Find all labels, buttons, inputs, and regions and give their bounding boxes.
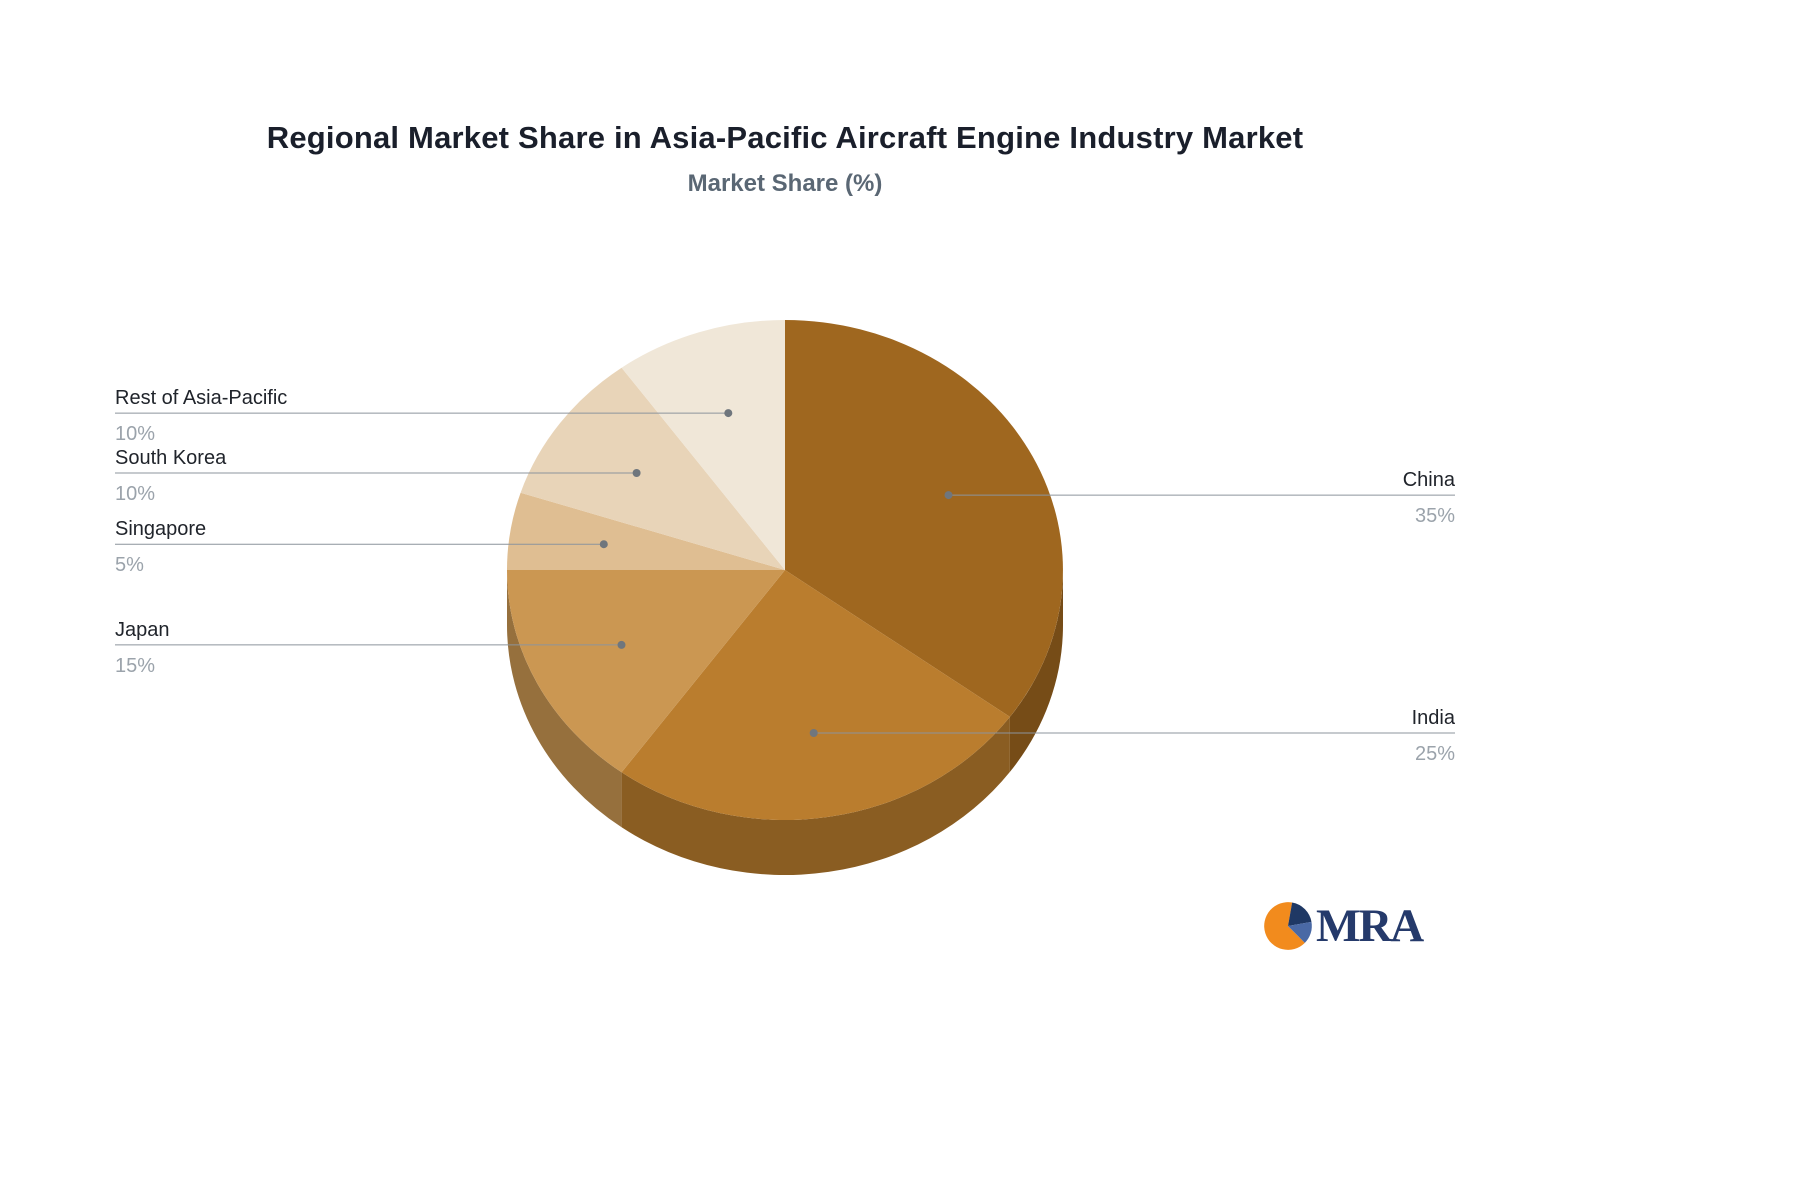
slice-label-rest-of-asia-pacific: Rest of Asia-Pacific bbox=[115, 387, 287, 409]
pie-slice-india[interactable] bbox=[621, 570, 1010, 821]
slice-value-singapore: 5% bbox=[115, 554, 144, 576]
pie-slice-side-japan bbox=[507, 570, 622, 828]
logo-wedge-blue bbox=[1288, 921, 1312, 943]
slice-label-south-korea: South Korea bbox=[115, 447, 227, 469]
chart-title: Regional Market Share in Asia-Pacific Ai… bbox=[266, 120, 1304, 155]
leader-dot-singapore bbox=[599, 540, 608, 549]
pie-slice-south-korea[interactable] bbox=[520, 367, 785, 570]
pie-slice-singapore[interactable] bbox=[507, 492, 785, 570]
mra-logo-text: MRA bbox=[1316, 900, 1424, 952]
slice-value-india: 25% bbox=[1415, 743, 1455, 765]
slice-value-rest-of-asia-pacific: 10% bbox=[115, 423, 155, 445]
leader-dot-south-korea bbox=[632, 469, 641, 477]
slice-label-singapore: Singapore bbox=[115, 518, 206, 540]
leader-dot-china bbox=[944, 491, 953, 500]
pie-slice-china[interactable] bbox=[785, 320, 1063, 717]
leader-dot-india bbox=[809, 729, 818, 737]
slice-value-japan: 15% bbox=[115, 655, 155, 677]
slice-label-china: China bbox=[1403, 469, 1456, 491]
pie-slice-side-india bbox=[621, 716, 1010, 876]
logo-wedge-orange bbox=[1264, 902, 1305, 950]
leader-dot-rest-of-asia-pacific bbox=[724, 409, 733, 418]
mra-logo-icon bbox=[1264, 902, 1312, 950]
mra-logo: MRA bbox=[1262, 900, 1424, 952]
pie-slice-side-china bbox=[1009, 570, 1063, 772]
logo-wedge-navy bbox=[1288, 902, 1312, 926]
pie-slice-rest-of-asia-pacific[interactable] bbox=[621, 320, 785, 570]
pie-slice-japan[interactable] bbox=[507, 570, 785, 773]
slice-value-china: 35% bbox=[1415, 505, 1455, 527]
chart-subtitle: Market Share (%) bbox=[687, 170, 883, 197]
slice-value-south-korea: 10% bbox=[115, 483, 155, 505]
slice-label-india: India bbox=[1412, 707, 1456, 729]
slice-label-japan: Japan bbox=[115, 619, 170, 641]
leader-dot-japan bbox=[617, 640, 626, 649]
